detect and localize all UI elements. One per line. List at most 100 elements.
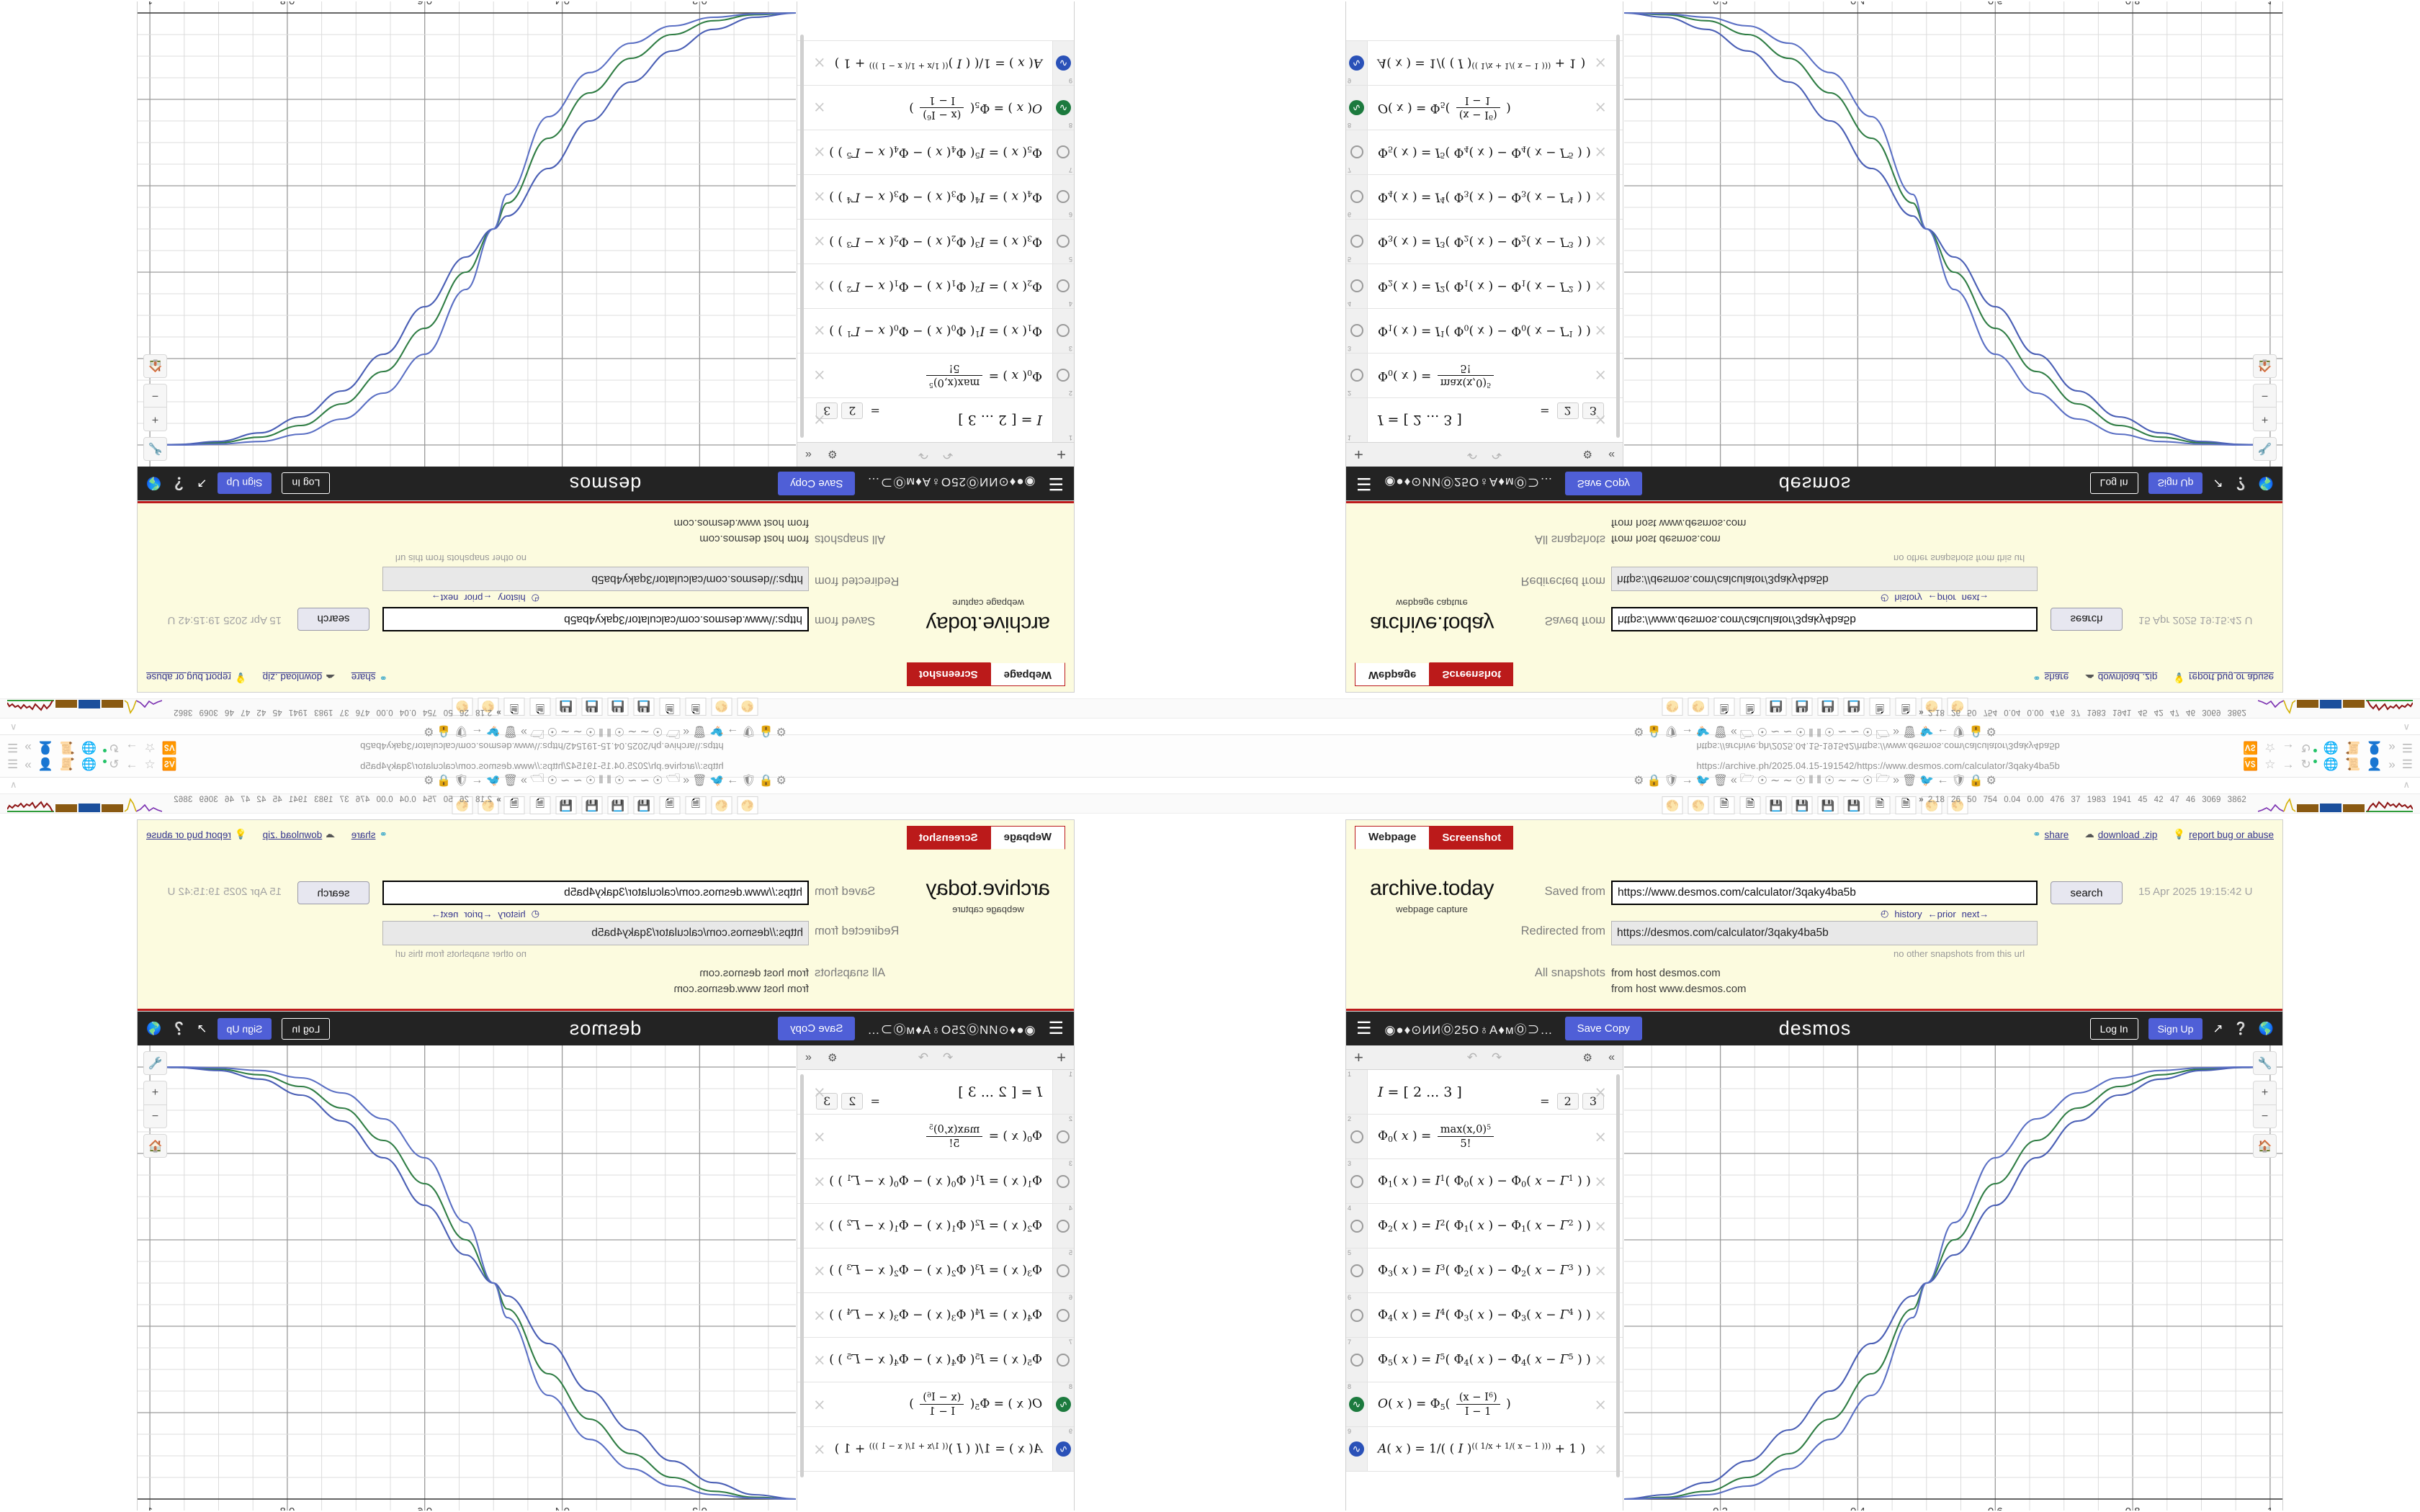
globe-icon[interactable]: ☉ xyxy=(1757,725,1768,738)
chevrons-right-icon[interactable]: » xyxy=(2388,741,2396,755)
expression-toggle-green[interactable]: ∿ xyxy=(1056,100,1071,115)
window-icon[interactable]: 🗎 xyxy=(659,698,681,716)
expression-toggle-blue[interactable]: ∿ xyxy=(1349,55,1364,71)
graph-canvas[interactable]: 0.2 0.4 0.6 0.8 1 🔧 + − 🏠 xyxy=(1624,1,2283,467)
expression-row[interactable]: 6 Φ4( x ) = I4( Φ3( x ) − Φ3( x − Γ4 ) ) × xyxy=(1346,174,1623,219)
floppy-icon[interactable]: 💾 xyxy=(633,698,655,716)
menu-icon[interactable]: ☰ xyxy=(7,757,19,771)
expression-toggle[interactable] xyxy=(1350,1174,1363,1188)
chevrons-left-icon[interactable]: « xyxy=(1730,726,1737,739)
next-link[interactable]: next→ xyxy=(1961,593,1989,604)
report-bug-link[interactable]: report bug or abuse xyxy=(2189,829,2274,840)
all-snapshots-host-1[interactable]: from host desmos.com xyxy=(1611,533,1721,545)
delete-expression-icon[interactable]: × xyxy=(813,1083,826,1101)
trash-icon[interactable]: 🗑 xyxy=(1713,725,1728,738)
expression-body[interactable]: Φ0( x ) = max(x,0)5 5! × xyxy=(1378,1123,1607,1150)
globe-icon[interactable]: ☉ xyxy=(585,725,596,738)
firefox-icon[interactable]: 🌕 xyxy=(711,796,732,814)
trash-icon[interactable]: 🗑 xyxy=(503,725,518,738)
wave-icon[interactable]: ∼ xyxy=(1770,774,1780,787)
wave-icon[interactable]: ∼ xyxy=(640,774,650,787)
wave-icon[interactable]: ∼ xyxy=(640,725,650,738)
firefox-icon[interactable]: 🌕 xyxy=(737,698,758,716)
history-link[interactable]: history xyxy=(1894,593,1922,604)
report-bug-link[interactable]: report bug or abuse xyxy=(146,672,231,683)
expression-toggle[interactable] xyxy=(1057,279,1070,293)
expression-row[interactable]: 6 Φ4( x ) = I4( Φ3( x ) − Φ3( x − Γ4 ) ) × xyxy=(1346,1293,1623,1338)
expression-row[interactable]: 8 ∿ O( x ) = Φ5( (x − I6) I − 1 ) × xyxy=(1346,1382,1623,1427)
extension-icon[interactable]: 👤 xyxy=(2367,757,2383,771)
floppy-icon[interactable]: 💾 xyxy=(1843,698,1865,716)
lock-icon[interactable]: 🔒 xyxy=(1968,725,1984,738)
tab-webpage[interactable]: Webpage xyxy=(1355,662,1430,686)
expression-toggle[interactable] xyxy=(1057,1353,1070,1367)
log-in-button[interactable]: Log In xyxy=(282,1017,331,1040)
trash-icon[interactable]: 🗑 xyxy=(692,774,707,787)
delete-expression-icon[interactable]: × xyxy=(813,1217,826,1235)
delete-expression-icon[interactable]: × xyxy=(1594,1172,1607,1190)
expression-toggle[interactable] xyxy=(1350,1130,1363,1143)
expression-body[interactable]: Φ1( x ) = I1( Φ0( x ) − Φ0( x − Γ1 ) ) × xyxy=(1378,1172,1607,1190)
collapse-caret-icon[interactable]: ∧ xyxy=(2403,722,2410,733)
expression-toggle[interactable] xyxy=(1350,369,1363,382)
expression-body[interactable]: Φ2( x ) = I2( Φ1( x ) − Φ1( x − Γ2 ) ) × xyxy=(1378,1217,1607,1235)
reader-icon[interactable]: 📜 xyxy=(2344,741,2361,755)
share-link[interactable]: share xyxy=(2044,829,2069,840)
wave-icon[interactable]: ∼ xyxy=(1850,774,1860,787)
delete-expression-icon[interactable]: × xyxy=(813,1172,826,1190)
expression-row[interactable]: 2 Φ0( x ) = max(x,0)5 5! × xyxy=(1346,353,1623,397)
expression-row[interactable]: 4 Φ2( x ) = I2( Φ1( x ) − Φ1( x − Γ2 ) ) × xyxy=(797,264,1074,308)
expression-body[interactable]: Φ1( x ) = I1( Φ0( x ) − Φ0( x − Γ1 ) ) × xyxy=(1378,322,1607,340)
share-icon[interactable]: ↗ xyxy=(197,477,207,491)
expression-row[interactable]: 8 ∿ O( x ) = Φ5( (x − I6) I − 1 ) × xyxy=(797,85,1074,130)
collapse-caret-icon[interactable]: ∧ xyxy=(10,722,17,733)
firefox-icon[interactable]: 🌕 xyxy=(1921,796,1942,814)
chevrons-right-icon[interactable]: » xyxy=(24,741,32,755)
download-zip-link[interactable]: download .zip xyxy=(2097,672,2158,683)
arrow-right-icon[interactable]: → xyxy=(727,726,739,739)
delete-expression-icon[interactable]: × xyxy=(813,233,826,251)
save-copy-button[interactable]: Save Copy xyxy=(778,472,856,495)
floppy-icon[interactable]: 💾 xyxy=(1765,796,1787,814)
address-bar[interactable]: https://archive.ph/2025.04.15-191542/htt… xyxy=(360,760,724,771)
bird-icon[interactable]: 🐦 xyxy=(1695,725,1711,738)
delete-expression-icon[interactable]: × xyxy=(1594,277,1607,295)
share-link[interactable]: share xyxy=(351,672,376,683)
expression-row[interactable]: 5 Φ3( x ) = I3( Φ2( x ) − Φ2( x − Γ3 ) ) × xyxy=(797,1248,1074,1293)
shield-icon[interactable]: 🛡 xyxy=(1664,774,1679,787)
expression-row[interactable]: 7 Φ5( x ) = I5( Φ4( x ) − Φ4( x − Γ5 ) ) × xyxy=(797,130,1074,174)
folder-icon[interactable]: 🗁 xyxy=(529,727,544,739)
expression-body[interactable]: Φ4( x ) = I4( Φ3( x ) − Φ3( x − Γ4 ) ) × xyxy=(1378,188,1607,206)
translate-icon[interactable]: 🆚 xyxy=(161,741,177,755)
lock-icon[interactable]: 🔒 xyxy=(1968,774,1984,787)
floppy-icon[interactable]: 💾 xyxy=(555,698,577,716)
folder-icon[interactable]: 🗁 xyxy=(1876,773,1891,785)
expression-body[interactable]: Φ4( x ) = I4( Φ3( x ) − Φ3( x − Γ4 ) ) × xyxy=(813,188,1042,206)
window-icon[interactable]: 🗎 xyxy=(1739,698,1761,716)
delete-expression-icon[interactable]: × xyxy=(813,1306,826,1324)
window-icon[interactable]: 🗎 xyxy=(1869,698,1891,716)
history-link[interactable]: history xyxy=(1894,908,1922,919)
wave-icon[interactable]: ∼ xyxy=(560,725,570,738)
delete-expression-icon[interactable]: × xyxy=(1594,1217,1607,1235)
sliders-icon[interactable]: ⚙ xyxy=(1634,774,1644,787)
expression-body[interactable]: Φ3( x ) = I3( Φ2( x ) − Φ2( x − Γ3 ) ) × xyxy=(1378,1261,1607,1279)
reload-icon[interactable]: ↻ xyxy=(109,757,120,771)
forward-arrow-icon[interactable]: → xyxy=(2282,741,2295,755)
wrench-icon[interactable]: 🔧 xyxy=(143,1051,167,1075)
chevrons-right-icon[interactable]: » xyxy=(520,726,527,739)
expression-scrollbar[interactable] xyxy=(1616,35,1620,438)
delete-expression-icon[interactable]: × xyxy=(1594,1083,1607,1101)
prior-link[interactable]: ←prior xyxy=(464,593,493,604)
expression-body[interactable]: Φ3( x ) = I3( Φ2( x ) − Φ2( x − Γ3 ) ) × xyxy=(813,233,1042,251)
globe-icon[interactable]: ☉ xyxy=(1862,725,1873,738)
download-zip-link[interactable]: download .zip xyxy=(262,672,323,683)
prior-link[interactable]: ←prior xyxy=(464,908,493,919)
sign-up-button[interactable]: Sign Up xyxy=(217,472,272,495)
floppy-green-icon[interactable]: 💾 xyxy=(1791,796,1813,814)
all-snapshots-host-2[interactable]: from host www.desmos.com xyxy=(1611,517,1747,530)
delete-expression-icon[interactable]: × xyxy=(813,143,826,161)
saved-from-input[interactable]: https://www.desmos.com/calculator/3qaky4… xyxy=(382,607,809,631)
globe-language-icon[interactable]: 🌎 xyxy=(146,477,162,491)
search-button[interactable]: search xyxy=(2051,881,2123,904)
